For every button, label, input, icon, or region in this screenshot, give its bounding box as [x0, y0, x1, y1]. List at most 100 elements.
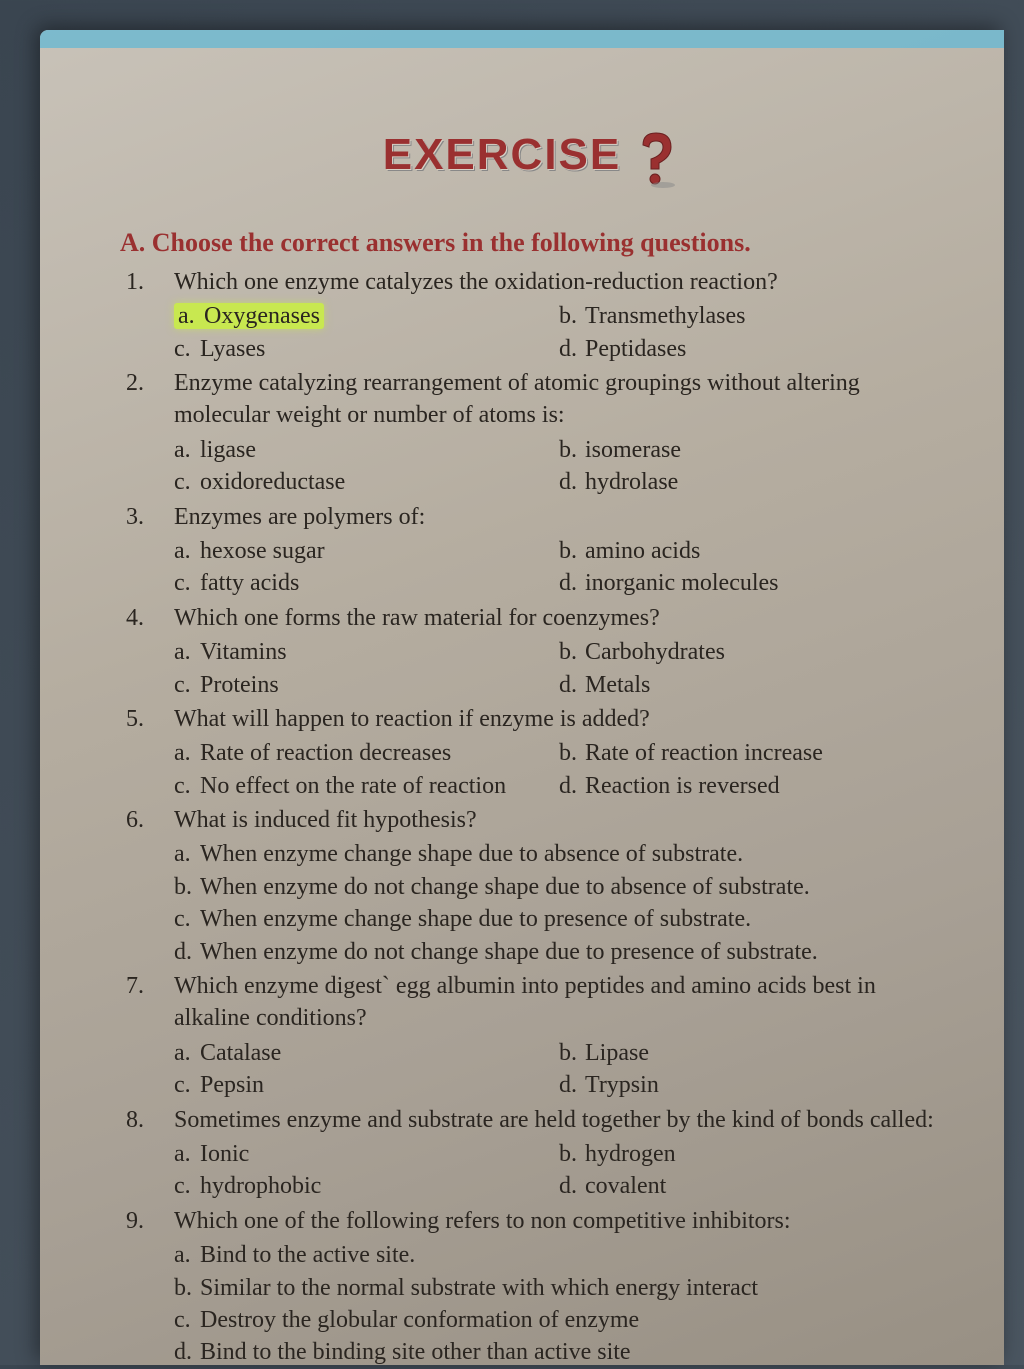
- options: a.Catalaseb.Lipase c.Pepsin d.Trypsin: [174, 1037, 944, 1102]
- option-label: d.: [559, 770, 585, 802]
- question: 6.What is induced fit hypothesis?a.When …: [120, 804, 944, 968]
- question-text: Sometimes enzyme and substrate are held …: [174, 1104, 944, 1136]
- question-number: 6.: [120, 804, 174, 968]
- option-label: a.: [174, 838, 200, 870]
- question-body: What will happen to reaction if enzyme i…: [174, 703, 944, 802]
- option: a.Catalase: [174, 1037, 559, 1069]
- page: EXERCISE A. Choose the correct answers i…: [40, 30, 1004, 1365]
- option-label: c.: [174, 567, 200, 599]
- option-label: a.: [174, 535, 200, 567]
- question: 2.Enzyme catalyzing rearrangement of ato…: [120, 367, 944, 499]
- option-label: b.: [559, 300, 585, 332]
- option: b.When enzyme do not change shape due to…: [174, 871, 944, 903]
- question-number: 3.: [120, 501, 174, 600]
- option-label: a.: [174, 1138, 200, 1170]
- question: 9.Which one of the following refers to n…: [120, 1205, 944, 1369]
- question-text: Enzymes are polymers of:: [174, 501, 944, 533]
- question-body: Which one enzyme catalyzes the oxidation…: [174, 266, 944, 365]
- option-text: Lipase: [585, 1040, 649, 1066]
- option: b.Transmethylases: [559, 300, 944, 332]
- option: d.When enzyme do not change shape due to…: [174, 936, 944, 968]
- option-text: Bind to the active site.: [200, 1242, 415, 1268]
- question-number: 4.: [120, 602, 174, 701]
- option-text: When enzyme do not change shape due to a…: [200, 874, 810, 900]
- option-text: Similar to the normal substrate with whi…: [200, 1275, 758, 1301]
- option: c.No effect on the rate of reaction: [174, 770, 559, 802]
- option-text: Rate of reaction increase: [585, 740, 823, 766]
- option-text: Rate of reaction decreases: [200, 740, 451, 766]
- question: 5.What will happen to reaction if enzyme…: [120, 703, 944, 802]
- option: d.inorganic molecules: [559, 567, 944, 599]
- option-label: d.: [559, 567, 585, 599]
- option: a.ligase: [174, 434, 559, 466]
- option-label: d.: [559, 669, 585, 701]
- option: d.covalent: [559, 1170, 944, 1202]
- option-label: b.: [174, 1272, 200, 1304]
- option-label: b.: [559, 1037, 585, 1069]
- option-label: c.: [174, 770, 200, 802]
- question-number: 9.: [120, 1205, 174, 1369]
- option: d.Metals: [559, 669, 944, 701]
- option-label: a.: [174, 737, 200, 769]
- option: b.Carbohydrates: [559, 636, 944, 668]
- highlighted-answer: a.Oxygenases: [174, 303, 324, 329]
- option-text: inorganic molecules: [585, 570, 779, 596]
- question-number: 5.: [120, 703, 174, 802]
- question-body: Sometimes enzyme and substrate are held …: [174, 1104, 944, 1203]
- option-label: c.: [174, 1069, 200, 1101]
- option-text: oxidoreductase: [200, 469, 345, 495]
- option-text: covalent: [585, 1173, 666, 1199]
- question-number: 1.: [120, 266, 174, 365]
- option-text: Pepsin: [200, 1072, 264, 1098]
- option-text: Metals: [585, 672, 650, 698]
- option: c.Proteins: [174, 669, 559, 701]
- option: d.Peptidases: [559, 333, 944, 365]
- option: d.Bind to the binding site other than ac…: [174, 1336, 944, 1368]
- option: a.Oxygenases: [174, 300, 559, 332]
- option: a.Ionic: [174, 1138, 559, 1170]
- option-label: d.: [559, 333, 585, 365]
- option-text: No effect on the rate of reaction: [200, 773, 506, 799]
- question: 1.Which one enzyme catalyzes the oxidati…: [120, 266, 944, 365]
- question-number: 8.: [120, 1104, 174, 1203]
- option-label: b.: [559, 737, 585, 769]
- option-label: c.: [174, 1170, 200, 1202]
- section-heading: A. Choose the correct answers in the fol…: [120, 228, 944, 258]
- option-text: hydrolase: [585, 469, 678, 495]
- option-label: b.: [559, 535, 585, 567]
- question-text: Enzyme catalyzing rearrangement of atomi…: [174, 367, 944, 432]
- option-text: amino acids: [585, 538, 700, 564]
- option-text: Proteins: [200, 672, 279, 698]
- question: 4.Which one forms the raw material for c…: [120, 602, 944, 701]
- option: d.Trypsin: [559, 1069, 944, 1101]
- options: a.hexose sugarb.amino acidsc.fatty acids…: [174, 535, 944, 600]
- question-body: Which enzyme digest` egg albumin into pe…: [174, 970, 944, 1102]
- question-mark-icon: [631, 129, 681, 194]
- option: c.hydrophobic: [174, 1170, 559, 1202]
- option-label: c.: [174, 903, 200, 935]
- question: 3.Enzymes are polymers of:a.hexose sugar…: [120, 501, 944, 600]
- option-text: hydrophobic: [200, 1173, 321, 1199]
- option-text: Reaction is reversed: [585, 773, 780, 799]
- option-text: Ionic: [200, 1141, 249, 1167]
- option-label: d.: [174, 1336, 200, 1368]
- options: a.Ionicb.hydrogenc.hydrophobicd.covalent: [174, 1138, 944, 1203]
- option-label: a.: [174, 434, 200, 466]
- option-label: b.: [174, 871, 200, 903]
- option-text: Catalase: [200, 1040, 281, 1066]
- option-text: Bind to the binding site other than acti…: [200, 1339, 631, 1365]
- option-text: Trypsin: [585, 1072, 659, 1098]
- option: c.When enzyme change shape due to presen…: [174, 903, 944, 935]
- option-label: d.: [559, 466, 585, 498]
- option: b.Rate of reaction increase: [559, 737, 944, 769]
- option-label: d.: [174, 936, 200, 968]
- option-text: fatty acids: [200, 570, 299, 596]
- title-row: EXERCISE: [120, 130, 944, 198]
- question: 8.Sometimes enzyme and substrate are hel…: [120, 1104, 944, 1203]
- option: b.hydrogen: [559, 1138, 944, 1170]
- option-label: d.: [559, 1170, 585, 1202]
- option-text: When enzyme change shape due to presence…: [200, 906, 751, 932]
- options: a.Rate of reaction decreases b.Rate of re…: [174, 737, 944, 802]
- option-label: c.: [174, 466, 200, 498]
- option-label: a.: [178, 300, 204, 332]
